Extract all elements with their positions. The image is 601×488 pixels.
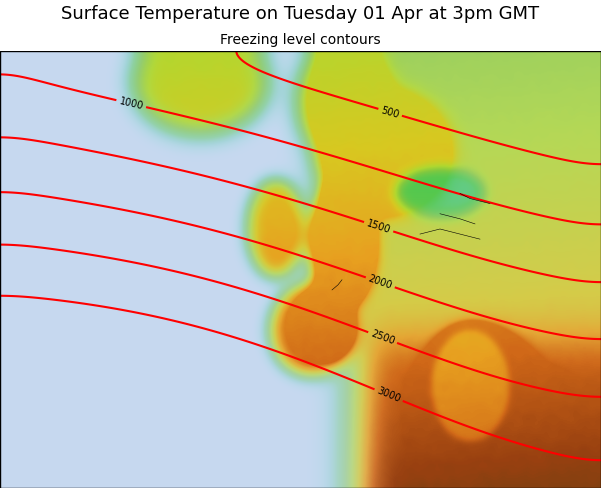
Text: 2500: 2500 [369, 328, 396, 346]
Text: Surface Temperature on Tuesday 01 Apr at 3pm GMT: Surface Temperature on Tuesday 01 Apr at… [61, 5, 540, 23]
Text: 1000: 1000 [118, 96, 144, 111]
Text: 500: 500 [380, 105, 400, 120]
Text: 3000: 3000 [376, 386, 402, 405]
Text: 2000: 2000 [367, 274, 394, 291]
Text: 1500: 1500 [365, 218, 392, 235]
Text: Freezing level contours: Freezing level contours [220, 33, 381, 47]
